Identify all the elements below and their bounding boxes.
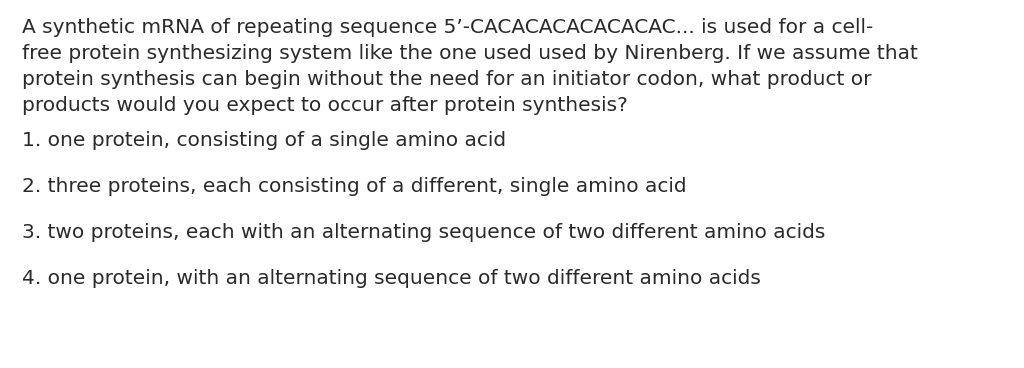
Text: A synthetic mRNA of repeating sequence 5’-CACACACACACACAC... is used for a cell-: A synthetic mRNA of repeating sequence 5… bbox=[22, 18, 873, 37]
Text: 1. one protein, consisting of a single amino acid: 1. one protein, consisting of a single a… bbox=[22, 131, 506, 150]
Text: 4. one protein, with an alternating sequence of two different amino acids: 4. one protein, with an alternating sequ… bbox=[22, 269, 761, 288]
Text: 3. two proteins, each with an alternating sequence of two different amino acids: 3. two proteins, each with an alternatin… bbox=[22, 223, 825, 242]
Text: protein synthesis can begin without the need for an initiator codon, what produc: protein synthesis can begin without the … bbox=[22, 70, 871, 89]
Text: free protein synthesizing system like the one used used by Nirenberg. If we assu: free protein synthesizing system like th… bbox=[22, 44, 918, 63]
Text: products would you expect to occur after protein synthesis?: products would you expect to occur after… bbox=[22, 96, 628, 115]
Text: 2. three proteins, each consisting of a different, single amino acid: 2. three proteins, each consisting of a … bbox=[22, 177, 687, 196]
